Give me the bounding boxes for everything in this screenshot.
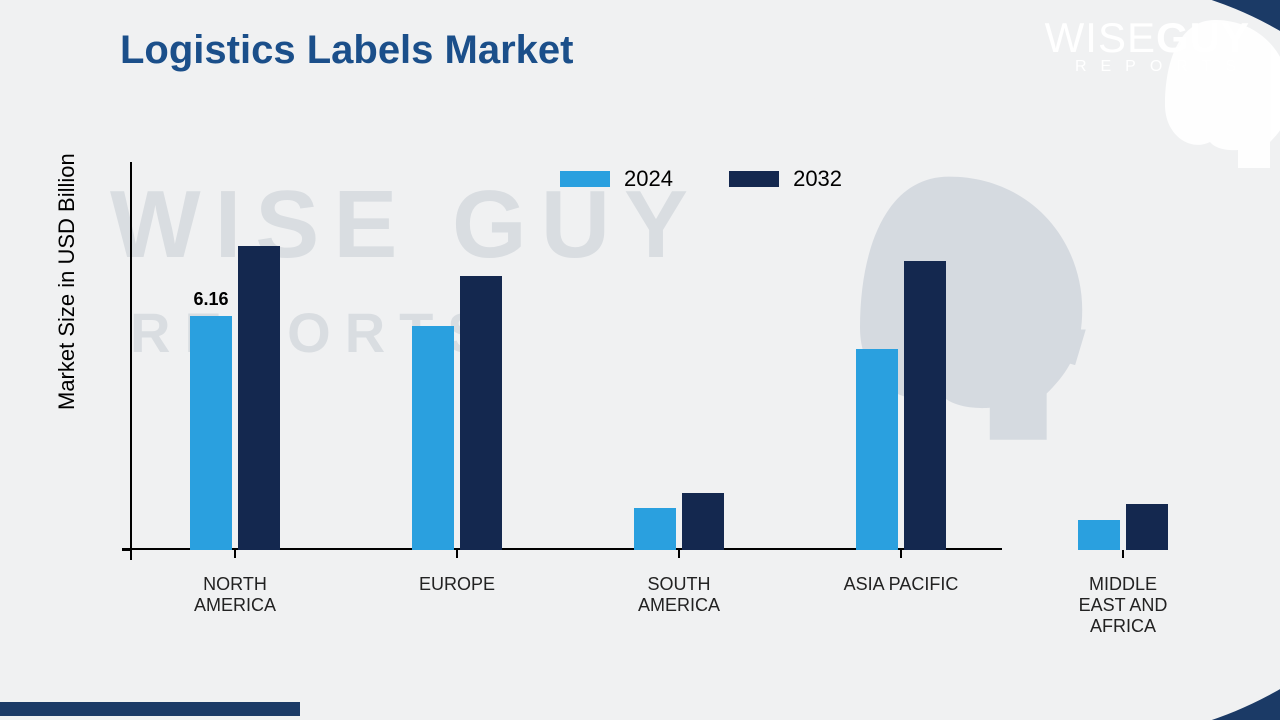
y-tick xyxy=(122,549,130,551)
bar-2024 xyxy=(190,316,232,550)
category-label: NORTH AMERICA xyxy=(175,574,295,616)
bar-2032 xyxy=(238,246,280,550)
y-axis-label: Market Size in USD Billion xyxy=(54,153,80,410)
category-label: ASIA PACIFIC xyxy=(841,574,961,595)
x-tick xyxy=(900,550,902,558)
brand-top: WISEGUY xyxy=(1045,14,1250,62)
x-tick xyxy=(234,550,236,558)
bar-value-label: 6.16 xyxy=(193,289,228,310)
category-label: EUROPE xyxy=(397,574,517,595)
category-label: SOUTH AMERICA xyxy=(619,574,739,616)
bar-2032 xyxy=(1126,504,1168,550)
y-axis-line xyxy=(130,162,132,560)
category-label: MIDDLE EAST AND AFRICA xyxy=(1063,574,1183,637)
x-tick xyxy=(1122,550,1124,558)
bar-2024 xyxy=(634,508,676,550)
x-tick xyxy=(678,550,680,558)
chart-stage: WISE GUY REPORTS Logistics Labels Market… xyxy=(0,0,1280,720)
bar-2024 xyxy=(1078,520,1120,550)
brand-sub: REPORTS xyxy=(1045,58,1250,76)
footer-accent-bar xyxy=(0,702,300,716)
x-tick xyxy=(456,550,458,558)
chart-title: Logistics Labels Market xyxy=(120,28,573,73)
chart-area: Market Size in USD Billion 6.16NORTH AME… xyxy=(60,150,1000,670)
plot-area: 6.16NORTH AMERICAEUROPESOUTH AMERICAASIA… xyxy=(130,170,990,550)
bar-2032 xyxy=(460,276,502,550)
bar-2024 xyxy=(412,326,454,550)
brand-wordmark: WISEGUY REPORTS xyxy=(1045,14,1250,76)
bar-2032 xyxy=(682,493,724,550)
bar-2024 xyxy=(856,349,898,550)
bar-2032 xyxy=(904,261,946,550)
